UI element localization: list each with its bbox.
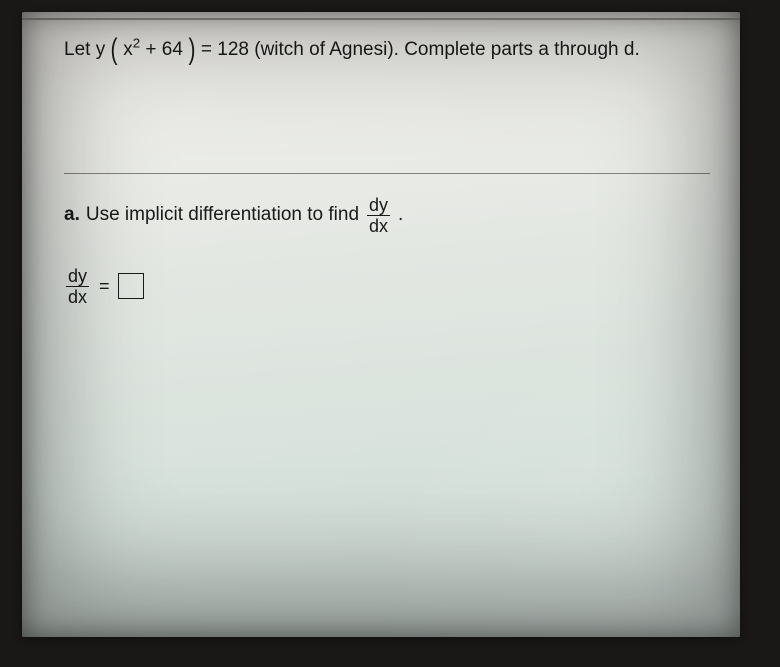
dy-dx-fraction: dy dx — [367, 196, 390, 235]
equals-sign: = — [99, 276, 110, 297]
fraction-denominator: dx — [367, 215, 390, 235]
variable-x: x — [123, 39, 133, 60]
equals-rhs-text: = 128 (witch of Agnesi). Complete parts … — [201, 38, 640, 63]
problem-prefix: Let y — [64, 38, 105, 63]
problem-page: Let y ( x2 + 64 ) = 128 (witch of Agnesi… — [22, 12, 740, 637]
fraction-numerator: dy — [367, 196, 390, 215]
problem-statement: Let y ( x2 + 64 ) = 128 (witch of Agnesi… — [22, 20, 740, 73]
exponent-2: 2 — [133, 36, 140, 51]
answer-fraction-denominator: dx — [66, 286, 89, 306]
part-a-label: a. — [64, 204, 80, 226]
answer-fraction-numerator: dy — [66, 267, 89, 286]
right-paren: ) — [188, 38, 195, 62]
part-a-prompt: a. Use implicit differentiation to find … — [22, 174, 740, 245]
answer-input-box[interactable] — [118, 273, 144, 299]
answer-row: dy dx = — [22, 245, 740, 316]
part-a-text: Use implicit differentiation to find — [86, 204, 359, 226]
screen-photo-frame: Let y ( x2 + 64 ) = 128 (witch of Agnesi… — [0, 0, 780, 667]
left-paren: ( — [111, 38, 118, 62]
photo-vignette — [22, 12, 740, 637]
screen-reflection — [345, 293, 740, 637]
plus-64: + 64 — [140, 39, 183, 60]
answer-dy-dx-fraction: dy dx — [66, 267, 89, 306]
term-x-squared: x2 + 64 — [123, 38, 183, 63]
part-a-period: . — [398, 204, 403, 226]
